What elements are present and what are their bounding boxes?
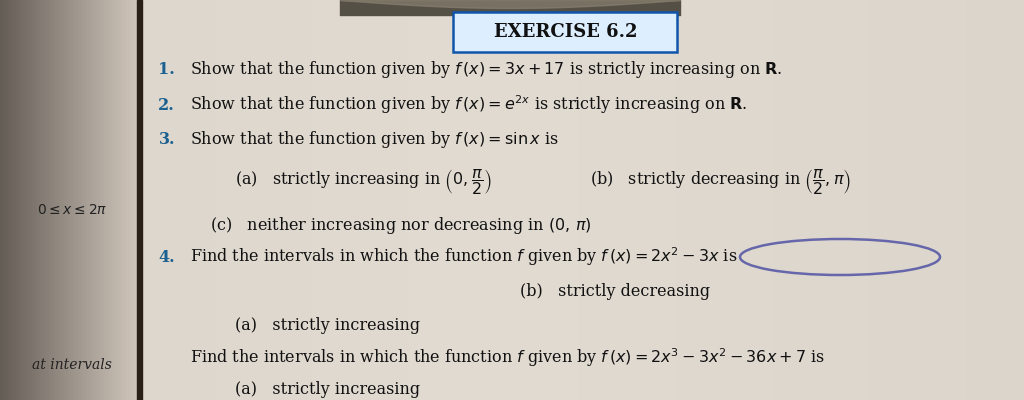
FancyBboxPatch shape	[454, 12, 677, 52]
Text: Show that the function given by $f\,(x) = 3x + 17$ is strictly increasing on $\m: Show that the function given by $f\,(x) …	[190, 60, 782, 80]
Text: Show that the function given by $f\,(x) = \sin x$ is: Show that the function given by $f\,(x) …	[190, 130, 559, 150]
Text: (b)   strictly decreasing in $\left(\dfrac{\pi}{2},\pi\right)$: (b) strictly decreasing in $\left(\dfrac…	[590, 167, 851, 197]
Text: Find the intervals in which the function $f$ given by $f\,(x) = 2x^2 - 3x$ is: Find the intervals in which the function…	[190, 246, 737, 268]
Text: $0 \leq x \leq 2\pi$: $0 \leq x \leq 2\pi$	[37, 203, 108, 217]
Text: 2.: 2.	[159, 96, 175, 114]
Text: (a)   strictly increasing: (a) strictly increasing	[234, 382, 420, 398]
Text: Show that the function given by $f\,(x) = e^{2x}$ is strictly increasing on $\ma: Show that the function given by $f\,(x) …	[190, 94, 748, 116]
Text: EXERCISE 6.2: EXERCISE 6.2	[494, 23, 637, 41]
Text: (b)   strictly decreasing: (b) strictly decreasing	[520, 284, 710, 300]
Text: Find the intervals in which the function $f$ given by $f\,(x) = 2x^3 - 3x^2 - 36: Find the intervals in which the function…	[190, 347, 825, 369]
Text: 3.: 3.	[159, 132, 175, 148]
Text: (a)   strictly increasing in $\left(0,\dfrac{\pi}{2}\right)$: (a) strictly increasing in $\left(0,\dfr…	[234, 167, 492, 197]
Text: (a)   strictly increasing: (a) strictly increasing	[234, 316, 420, 334]
Text: at intervals: at intervals	[32, 358, 112, 372]
Text: 1.: 1.	[159, 62, 175, 78]
Text: 4.: 4.	[159, 248, 175, 266]
Text: (c)   neither increasing nor decreasing in $(0,\,\pi)$: (c) neither increasing nor decreasing in…	[210, 214, 592, 236]
